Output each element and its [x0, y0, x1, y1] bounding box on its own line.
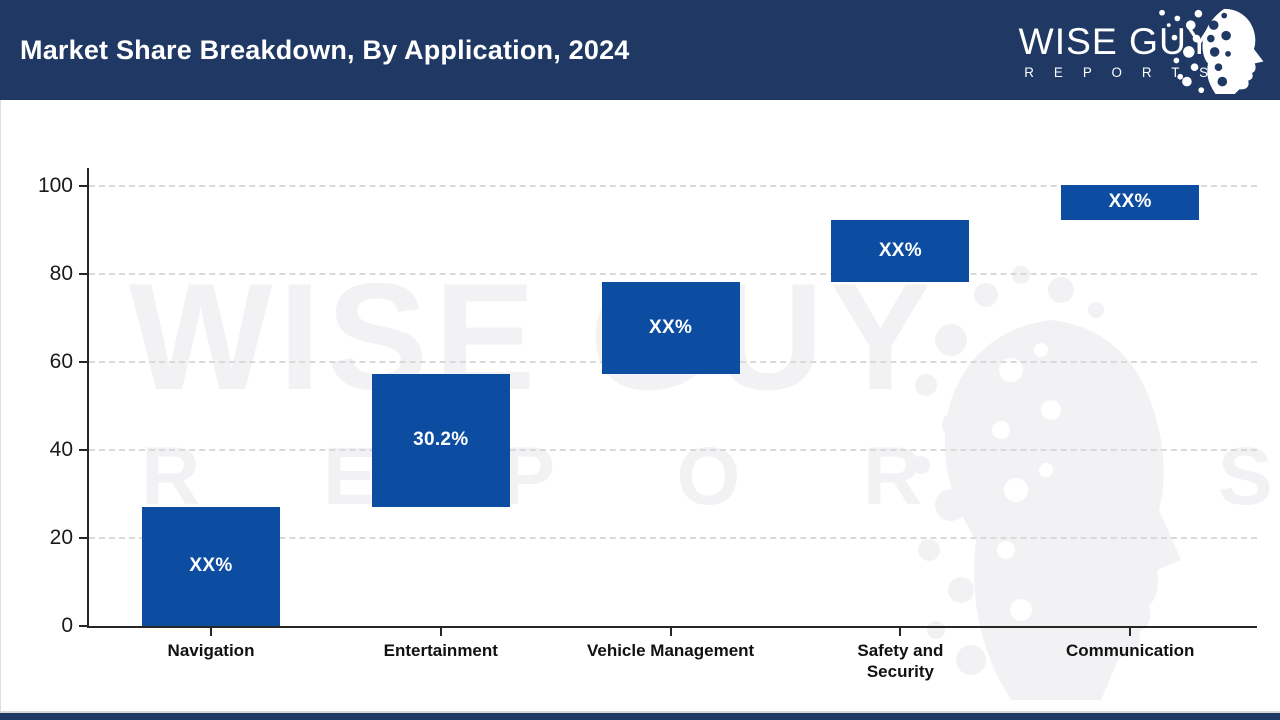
- bar-value-label: XX%: [649, 316, 693, 338]
- x-tick-label-4: Communication: [1065, 641, 1195, 660]
- footer-bar: [0, 713, 1280, 720]
- bar-entertainment: 30.2%: [371, 373, 510, 507]
- bar-value-label: XX%: [878, 239, 922, 261]
- x-tick-label-2: Vehicle Management: [586, 641, 755, 660]
- y-tick-label-60: 60: [49, 350, 73, 373]
- y-tick-label-20: 20: [49, 526, 73, 549]
- y-tick-label-100: 100: [37, 174, 73, 197]
- logo-subtitle: R E P O R T S: [1024, 65, 1216, 80]
- gridline-20: [89, 537, 1257, 539]
- x-tick-3: [899, 628, 902, 636]
- y-tick-100: [79, 185, 87, 187]
- x-tick-4: [1129, 628, 1132, 636]
- x-tick-2: [669, 628, 672, 636]
- y-tick-label-80: 80: [49, 262, 73, 285]
- logo-wordmark: WISE GUY: [1019, 20, 1213, 62]
- x-tick-label-3: Safety and Security: [857, 641, 944, 682]
- x-tick-label-1: Entertainment: [383, 641, 498, 660]
- page-title: Market Share Breakdown, By Application, …: [20, 34, 630, 65]
- gridline-80: [89, 273, 1257, 275]
- x-tick-1: [439, 628, 442, 636]
- y-tick-label-40: 40: [49, 438, 73, 461]
- y-tick-label-0: 0: [61, 614, 73, 637]
- bar-value-label: XX%: [189, 555, 233, 577]
- x-tick-0: [210, 628, 212, 636]
- header: Market Share Breakdown, By Application, …: [0, 0, 1280, 100]
- bar-safety-and-security: XX%: [831, 219, 970, 282]
- gridline-100: [89, 185, 1257, 187]
- logo-head-icon: [1159, 8, 1264, 94]
- bar-communication: XX%: [1061, 185, 1200, 220]
- y-tick-20: [79, 537, 87, 539]
- y-tick-80: [79, 273, 87, 275]
- y-tick-60: [79, 361, 87, 363]
- bar-value-label: 30.2%: [413, 429, 469, 451]
- bottom-hairline: [0, 711, 1280, 713]
- bar-vehicle-management: XX%: [601, 281, 740, 374]
- y-tick-40: [79, 449, 87, 451]
- wise-guy-reports-logo: WISE GUY R E P O R T S: [1019, 8, 1264, 94]
- x-axis-line: [87, 626, 1257, 628]
- bar-navigation: XX%: [142, 506, 280, 626]
- y-axis-line: [87, 168, 89, 628]
- watermark-wordmark: WISE GUY: [129, 252, 938, 422]
- gridline-40: [89, 449, 1257, 451]
- y-tick-0: [79, 625, 87, 627]
- bar-value-label: XX%: [1108, 191, 1152, 213]
- x-tick-label-0: Navigation: [167, 641, 255, 660]
- watermark-head-icon: [912, 266, 1181, 700]
